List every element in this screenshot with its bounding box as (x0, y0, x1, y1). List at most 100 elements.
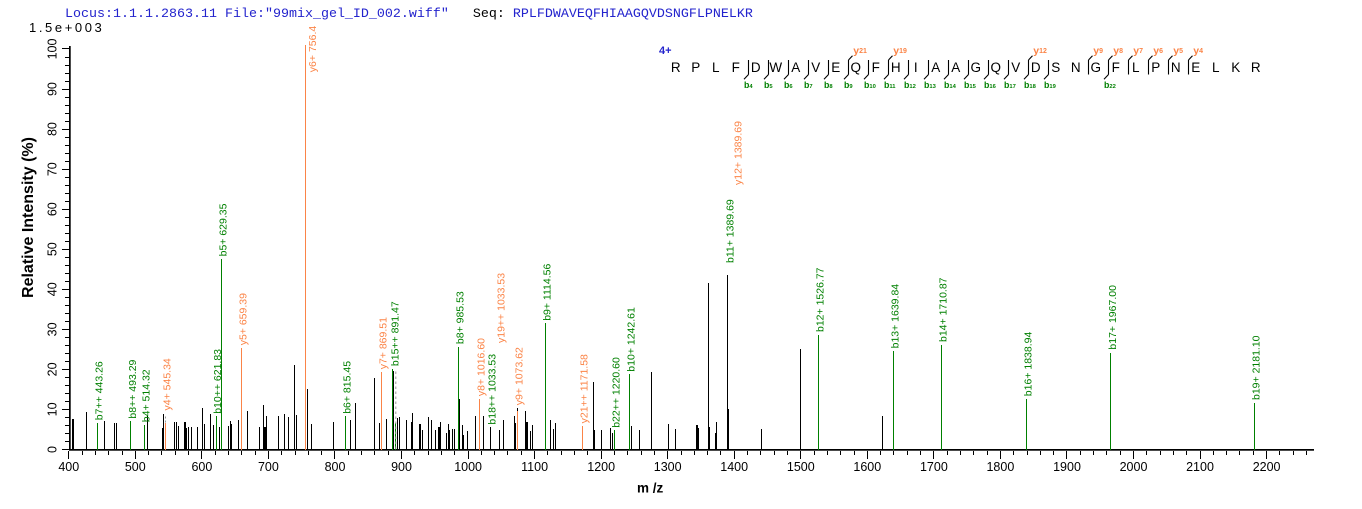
svg-text:y12+ 1389.69: y12+ 1389.69 (733, 121, 745, 185)
svg-text:1900: 1900 (1053, 460, 1081, 474)
svg-text:1.5e+003: 1.5e+003 (29, 20, 104, 35)
svg-text:P: P (1151, 60, 1160, 75)
svg-text:y19++ 1033.53: y19++ 1033.53 (496, 273, 508, 343)
svg-text:b5: b5 (764, 80, 773, 90)
svg-text:b8+ 985.53: b8+ 985.53 (454, 291, 466, 344)
svg-text:y9+ 1073.62: y9+ 1073.62 (513, 347, 525, 405)
svg-text:b18: b18 (1024, 80, 1037, 90)
svg-text:4+: 4+ (659, 45, 672, 57)
svg-text:G: G (971, 60, 982, 75)
svg-text:W: W (769, 60, 782, 75)
svg-text:1300: 1300 (654, 460, 682, 474)
svg-text:b16: b16 (984, 80, 997, 90)
svg-text:y19: y19 (893, 45, 907, 57)
svg-text:b15++ 891.47: b15++ 891.47 (389, 301, 401, 366)
svg-text:b13: b13 (924, 80, 937, 90)
svg-text:b16+ 1838.94: b16+ 1838.94 (1022, 332, 1034, 397)
svg-text:P: P (691, 60, 700, 75)
svg-text:Q: Q (991, 60, 1002, 75)
svg-text:800: 800 (325, 460, 346, 474)
svg-text:E: E (1191, 60, 1200, 75)
svg-text:y21++ 1171.58: y21++ 1171.58 (578, 354, 590, 423)
svg-text:F: F (1112, 60, 1120, 75)
svg-text:b6+ 815.45: b6+ 815.45 (342, 361, 354, 414)
svg-text:1600: 1600 (853, 460, 881, 474)
svg-text:40: 40 (46, 282, 60, 296)
svg-text:N: N (1171, 60, 1181, 75)
svg-text:b8: b8 (824, 80, 833, 90)
svg-text:R: R (671, 60, 681, 75)
svg-text:b9: b9 (844, 80, 853, 90)
svg-text:b5+ 629.35: b5+ 629.35 (217, 203, 229, 256)
svg-text:b12+ 1526.77: b12+ 1526.77 (815, 267, 827, 332)
svg-text:D: D (751, 60, 761, 75)
svg-text:b10+ 1242.61: b10+ 1242.61 (625, 307, 637, 372)
svg-text:K: K (1231, 60, 1240, 75)
svg-text:V: V (1011, 60, 1020, 75)
svg-text:y5: y5 (1173, 45, 1183, 57)
svg-text:b22++ 1220.60: b22++ 1220.60 (610, 357, 622, 428)
svg-text:b17: b17 (1004, 80, 1016, 90)
svg-text:y21: y21 (853, 45, 867, 57)
svg-text:G: G (1091, 60, 1102, 75)
svg-text:b10: b10 (864, 80, 876, 90)
svg-text:L: L (1132, 60, 1140, 75)
svg-text:b7: b7 (804, 80, 813, 90)
svg-text:y4+ 545.34: y4+ 545.34 (162, 358, 174, 410)
svg-text:y7: y7 (1133, 45, 1143, 57)
svg-text:b14+ 1710.87: b14+ 1710.87 (938, 277, 950, 342)
svg-text:y6: y6 (1153, 45, 1163, 57)
svg-text:70: 70 (46, 162, 60, 176)
svg-text:S: S (1051, 60, 1060, 75)
svg-text:500: 500 (125, 460, 146, 474)
svg-text:b8++ 493.29: b8++ 493.29 (127, 359, 139, 418)
svg-text:F: F (872, 60, 880, 75)
svg-text:b11: b11 (884, 80, 896, 90)
svg-text:A: A (791, 60, 800, 75)
svg-text:b11+ 1389.69: b11+ 1389.69 (725, 199, 737, 263)
svg-text:2100: 2100 (1186, 460, 1214, 474)
svg-text:b14: b14 (944, 80, 957, 90)
svg-text:90: 90 (46, 82, 60, 96)
svg-text:1500: 1500 (787, 460, 815, 474)
svg-text:y12: y12 (1033, 45, 1047, 57)
svg-text:80: 80 (46, 122, 60, 136)
svg-text:y8+ 1016.60: y8+ 1016.60 (475, 338, 487, 396)
svg-text:b22: b22 (1104, 80, 1116, 90)
svg-text:b9+ 1114.56: b9+ 1114.56 (541, 264, 553, 321)
svg-text:A: A (951, 60, 960, 75)
svg-text:L: L (1212, 60, 1220, 75)
svg-text:1700: 1700 (920, 460, 948, 474)
svg-text:I: I (914, 60, 918, 75)
svg-text:b17+ 1967.00: b17+ 1967.00 (1107, 285, 1119, 350)
svg-text:1200: 1200 (587, 460, 615, 474)
svg-text:1400: 1400 (720, 460, 748, 474)
svg-text:1800: 1800 (986, 460, 1014, 474)
svg-text:50: 50 (46, 242, 60, 256)
svg-text:V: V (811, 60, 820, 75)
svg-text:y9: y9 (1093, 45, 1103, 57)
svg-text:b4+ 514.32: b4+ 514.32 (140, 369, 152, 422)
svg-text:b10++ 621.83: b10++ 621.83 (212, 349, 224, 414)
svg-text:2200: 2200 (1253, 460, 1281, 474)
svg-text:10: 10 (46, 402, 60, 416)
svg-text:20: 20 (46, 362, 60, 376)
svg-text:900: 900 (391, 460, 412, 474)
svg-text:b6: b6 (784, 80, 793, 90)
svg-text:A: A (931, 60, 940, 75)
svg-text:700: 700 (258, 460, 279, 474)
svg-text:600: 600 (191, 460, 212, 474)
svg-text:60: 60 (46, 202, 60, 216)
svg-text:b18++ 1033.53: b18++ 1033.53 (486, 354, 498, 425)
svg-text:N: N (1071, 60, 1081, 75)
svg-text:1100: 1100 (521, 460, 548, 474)
svg-text:y7+ 869.51: y7+ 869.51 (378, 317, 390, 369)
svg-text:b19: b19 (1044, 80, 1057, 90)
svg-text:R: R (1251, 60, 1261, 75)
svg-text:30: 30 (46, 322, 60, 336)
svg-text:y4: y4 (1193, 45, 1203, 57)
svg-text:400: 400 (58, 460, 79, 474)
svg-text:L: L (712, 60, 720, 75)
svg-text:100: 100 (46, 39, 60, 60)
svg-text:b4: b4 (744, 80, 753, 90)
